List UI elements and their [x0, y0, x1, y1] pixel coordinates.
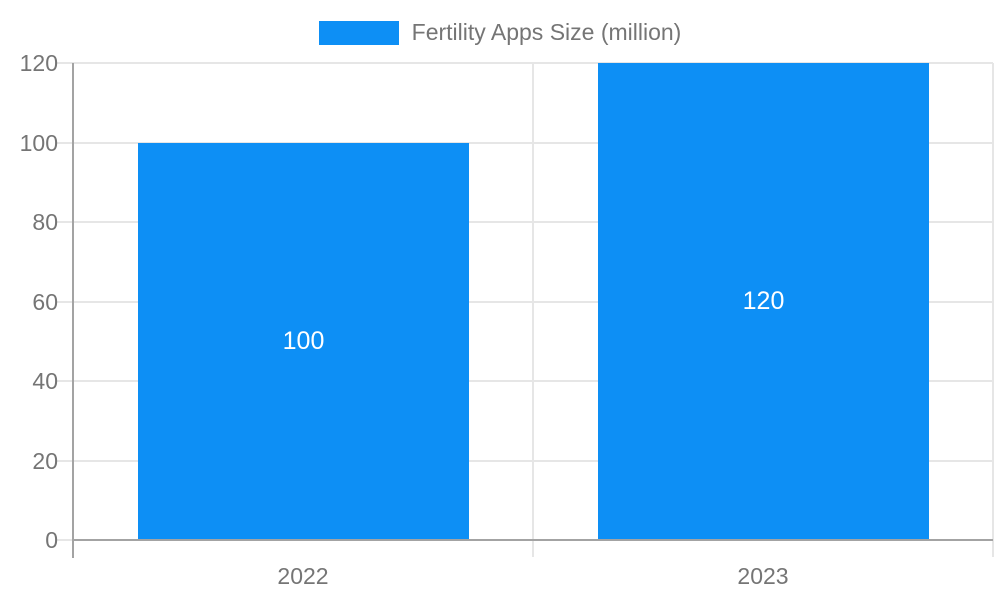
bar-2023[interactable]: 120 [598, 63, 929, 540]
bar-2022[interactable]: 100 [138, 143, 469, 540]
bar-2023-text: 120 [742, 287, 785, 315]
y-tick-label-0: 0 [45, 527, 58, 553]
y-tick-label-100: 100 [19, 130, 58, 156]
y-gridline-20 [56, 460, 993, 462]
legend[interactable]: Fertility Apps Size (million) [0, 19, 1000, 46]
y-tick-label-120: 120 [19, 50, 58, 76]
x-tick-label-2022: 2022 [277, 563, 329, 589]
x-axis-tick-1 [532, 540, 534, 557]
legend-swatch[interactable] [318, 20, 399, 45]
y-tick-label-60: 60 [32, 289, 58, 315]
y-gridline-60 [56, 301, 993, 303]
y-gridline-80 [56, 221, 993, 223]
legend-label[interactable]: Fertility Apps Size (million) [411, 19, 682, 45]
y-gridline-40 [56, 380, 993, 382]
x-axis-tick-2 [992, 540, 994, 557]
x-tick-label-2023: 2023 [737, 563, 789, 589]
x-gridline-1 [532, 63, 534, 540]
x-gridline-2 [992, 63, 994, 540]
y-tick-label-20: 20 [32, 448, 58, 474]
x-axis-line [73, 539, 993, 541]
bar-2022-text: 100 [282, 327, 325, 355]
y-tick-label-40: 40 [32, 368, 58, 394]
y-gridline-120 [56, 62, 993, 64]
y-tick-label-80: 80 [32, 209, 58, 235]
y-axis-line [72, 63, 74, 558]
y-gridline-100 [56, 142, 993, 144]
